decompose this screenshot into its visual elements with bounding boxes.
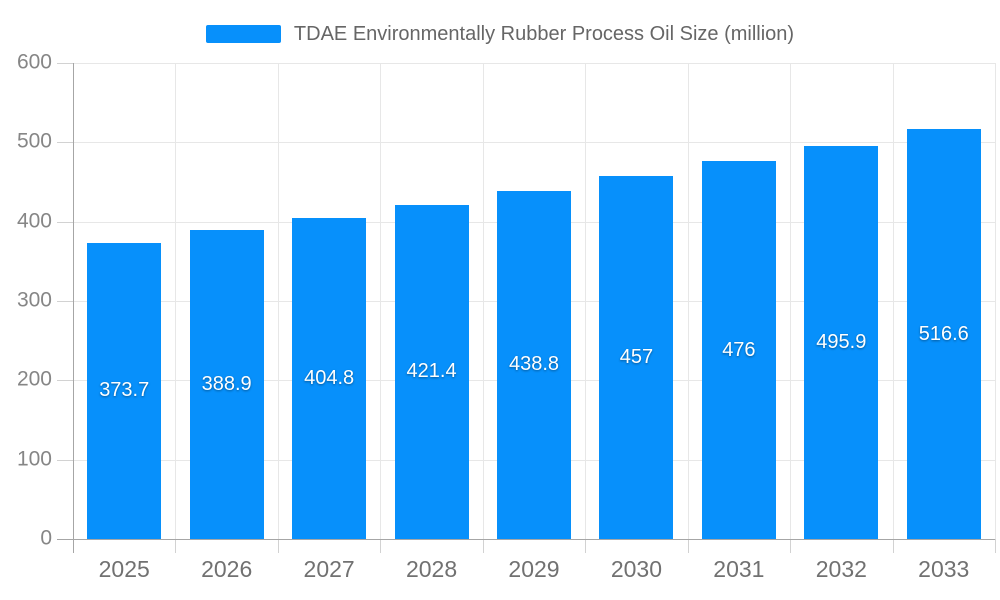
bar-2029[interactable]: 438.8 — [497, 190, 571, 539]
v-gridline-3 — [380, 63, 381, 539]
v-gridline-9 — [995, 63, 996, 539]
y-axis-tick-label: 300 — [16, 288, 52, 312]
y-tick-200 — [57, 380, 73, 382]
v-gridline-7 — [790, 63, 791, 539]
bar-value-label: 457 — [619, 346, 654, 369]
v-gridline-4 — [483, 63, 484, 539]
y-axis-tick-label: 600 — [16, 50, 52, 74]
bar-2031[interactable]: 476 — [701, 161, 776, 539]
bar-value-label: 495.9 — [816, 330, 867, 353]
x-axis-tick-label: 2028 — [405, 556, 458, 582]
bar-2030[interactable]: 457 — [599, 176, 674, 539]
x-axis-tick-label: 2031 — [713, 556, 765, 582]
y-axis-tick-label: 400 — [16, 209, 52, 233]
x-axis-tick-label: 2033 — [918, 556, 970, 582]
bar-2028[interactable]: 421.4 — [394, 204, 469, 539]
y-tick-600 — [57, 63, 73, 64]
v-gridline-5 — [585, 63, 586, 539]
x-tick-5 — [585, 539, 586, 553]
legend[interactable]: TDAE Environmentally Rubber Process Oil … — [0, 16, 1000, 52]
bar-value-label: 516.6 — [918, 322, 969, 345]
x-axis-tick-label: 2030 — [610, 556, 663, 582]
legend-series-label: TDAE Environmentally Rubber Process Oil … — [293, 23, 795, 45]
x-axis-tick-label: 2027 — [303, 556, 355, 582]
y-axis-tick-label: 500 — [16, 129, 52, 153]
x-axis-tick-label: 2026 — [201, 556, 253, 582]
bar-2033[interactable]: 516.6 — [906, 129, 981, 539]
bar-2025[interactable]: 373.7 — [87, 242, 162, 539]
bar-2027[interactable]: 404.8 — [292, 217, 367, 539]
y-tick-400 — [57, 221, 73, 223]
plot-area: 373.7 388.9 404.8 421.4 438.8 457 476 495.9 516.… — [73, 63, 996, 539]
y-tick-100 — [57, 459, 73, 461]
y-axis-tick-label: 0 — [40, 526, 52, 550]
bar-value-label: 421.4 — [406, 360, 457, 383]
x-tick-3 — [380, 539, 381, 553]
x-axis-tick-label: 2029 — [508, 556, 560, 582]
x-axis-tick-label: 2025 — [98, 556, 150, 582]
bar-value-label: 388.9 — [201, 373, 252, 396]
v-gridline-1 — [175, 63, 176, 539]
y-axis-line — [73, 63, 74, 553]
x-tick-9 — [995, 539, 996, 553]
bar-value-label: 476 — [722, 338, 756, 361]
y-axis-tick-label: 200 — [16, 367, 52, 391]
legend-swatch-icon — [205, 25, 281, 43]
h-gridline-600 — [73, 63, 995, 64]
x-tick-1 — [175, 539, 176, 553]
y-tick-300 — [57, 301, 73, 302]
x-tick-2 — [278, 539, 279, 553]
x-axis-line — [57, 539, 995, 540]
bar-2032[interactable]: 495.9 — [804, 145, 879, 539]
bar-value-label: 438.8 — [508, 353, 560, 376]
bar-value-label: 373.7 — [99, 379, 150, 402]
v-gridline-8 — [893, 63, 894, 539]
bar-2026[interactable]: 388.9 — [189, 230, 264, 539]
bar-value-label: 404.8 — [304, 366, 355, 389]
v-gridline-6 — [688, 63, 689, 539]
x-tick-8 — [893, 539, 894, 553]
x-axis-tick-label: 2032 — [815, 556, 867, 582]
x-tick-7 — [790, 539, 791, 553]
x-tick-6 — [688, 539, 689, 553]
v-gridline-2 — [278, 63, 279, 539]
y-axis-tick-label: 100 — [16, 447, 52, 471]
y-tick-500 — [57, 142, 73, 144]
h-gridline-500 — [73, 142, 995, 144]
x-tick-4 — [483, 539, 484, 553]
